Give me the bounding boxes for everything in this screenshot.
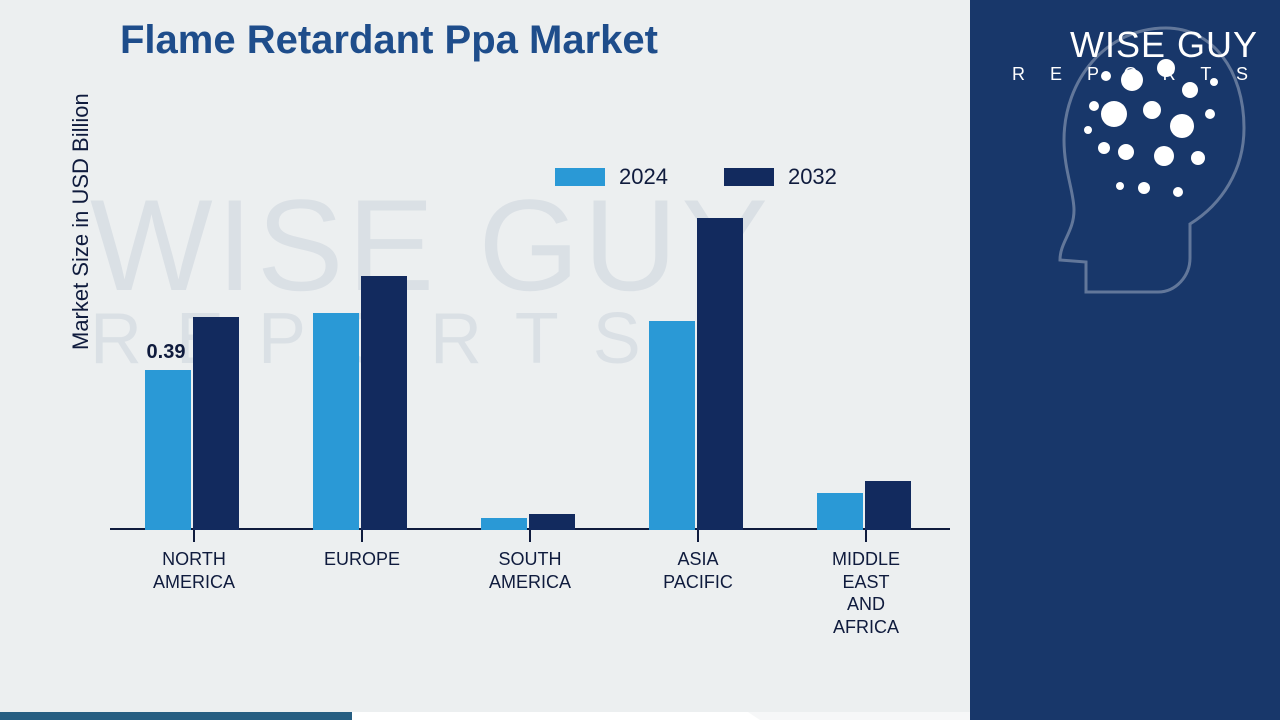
bar (865, 481, 911, 530)
x-axis-label: ASIAPACIFIC (618, 548, 778, 593)
legend-label-2024: 2024 (619, 164, 668, 190)
x-tick (529, 530, 531, 542)
x-tick (361, 530, 363, 542)
chart-title: Flame Retardant Ppa Market (120, 18, 658, 63)
bar (361, 276, 407, 530)
bar (697, 218, 743, 530)
bar (817, 493, 863, 530)
bar (313, 313, 359, 530)
brand-line1: WISE GUY (1012, 24, 1258, 66)
bar (529, 514, 575, 530)
x-axis-label: MIDDLEEASTANDAFRICA (786, 548, 946, 638)
bar (145, 370, 191, 530)
chart-panel: WISE GUY REPORTS Flame Retardant Ppa Mar… (0, 0, 970, 712)
footer-accent (0, 712, 352, 720)
x-tick (193, 530, 195, 542)
legend-label-2032: 2032 (788, 164, 837, 190)
brand-line2: R E P O R T S (1012, 64, 1258, 85)
plot-area: 0.39NORTHAMERICAEUROPESOUTHAMERICAASIAPA… (110, 210, 950, 530)
x-tick (865, 530, 867, 542)
legend: 2024 2032 (555, 164, 837, 190)
x-axis-label: NORTHAMERICA (114, 548, 274, 593)
legend-item-2024: 2024 (555, 164, 668, 190)
x-axis-label: EUROPE (282, 548, 442, 571)
y-axis-label: Market Size in USD Billion (68, 93, 94, 350)
bar (481, 518, 527, 530)
bar-value-label: 0.39 (121, 341, 211, 364)
x-axis-label: SOUTHAMERICA (450, 548, 610, 593)
legend-item-2032: 2032 (724, 164, 837, 190)
bar (649, 321, 695, 530)
legend-swatch-2024 (555, 168, 605, 186)
legend-swatch-2032 (724, 168, 774, 186)
brand-logo: WISE GUY R E P O R T S (1012, 24, 1258, 85)
x-tick (697, 530, 699, 542)
